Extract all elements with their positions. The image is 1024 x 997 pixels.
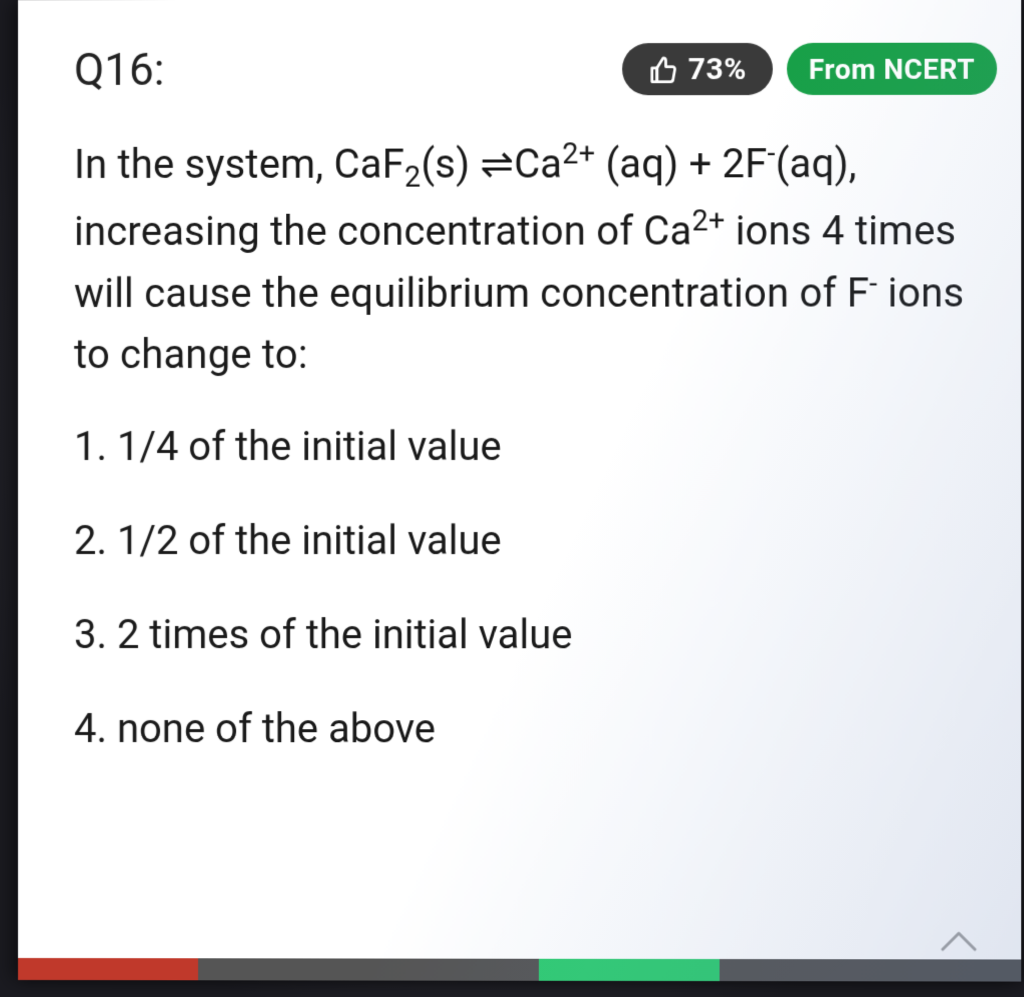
gesture-hint-icon <box>937 925 981 955</box>
option-text: 1/2 of the initial value <box>117 517 502 564</box>
ion-ca2plus: 2+ <box>692 208 725 255</box>
source-badge-text: From NCERT <box>809 52 975 85</box>
like-percentage-badge[interactable]: 73% <box>622 43 773 95</box>
option-number: 4. <box>74 705 107 752</box>
question-prefix: In the system, <box>74 141 334 188</box>
option-number: 3. <box>74 611 107 658</box>
thumbs-up-icon <box>648 54 678 84</box>
photo-of-screen: Q16: 73% From NCERT In the system, CaF2(… <box>0 0 1024 997</box>
source-badge[interactable]: From NCERT <box>787 43 997 95</box>
option-text: 1/4 of the initial value <box>117 423 502 470</box>
question-number: Q16: <box>74 43 608 96</box>
ion-fminus: - <box>869 270 877 317</box>
like-percent-text: 73% <box>688 51 746 86</box>
option-number: 2. <box>74 517 107 564</box>
option-number: 1. <box>74 423 107 470</box>
question-text: In the system, CaF2(s) ⇌Ca2+ (aq) + 2F-(… <box>74 133 997 386</box>
option-3[interactable]: 3. 2 times of the initial value <box>74 608 997 663</box>
question-header: Q16: 73% From NCERT <box>74 43 997 96</box>
option-text: none of the above <box>117 705 436 752</box>
question-rest-1: increasing the concentration of Ca <box>74 208 692 256</box>
strip-segment <box>720 959 1022 982</box>
option-1[interactable]: 1. 1/4 of the initial value <box>74 420 997 474</box>
question-equation: CaF2(s) ⇌Ca2+ (aq) + 2F-(aq), <box>334 140 857 188</box>
options-list: 1. 1/4 of the initial value 2. 1/2 of th… <box>74 420 997 757</box>
strip-segment <box>18 958 198 980</box>
strip-segment <box>198 958 539 981</box>
question-card: Q16: 73% From NCERT In the system, CaF2(… <box>18 0 1021 821</box>
option-text: 2 times of the initial value <box>117 611 572 658</box>
option-2[interactable]: 2. 1/2 of the initial value <box>74 514 997 568</box>
bottom-progress-strip <box>18 958 1021 982</box>
option-4[interactable]: 4. none of the above <box>74 702 997 757</box>
app-screen: Q16: 73% From NCERT In the system, CaF2(… <box>18 0 1021 982</box>
strip-segment <box>539 959 720 981</box>
